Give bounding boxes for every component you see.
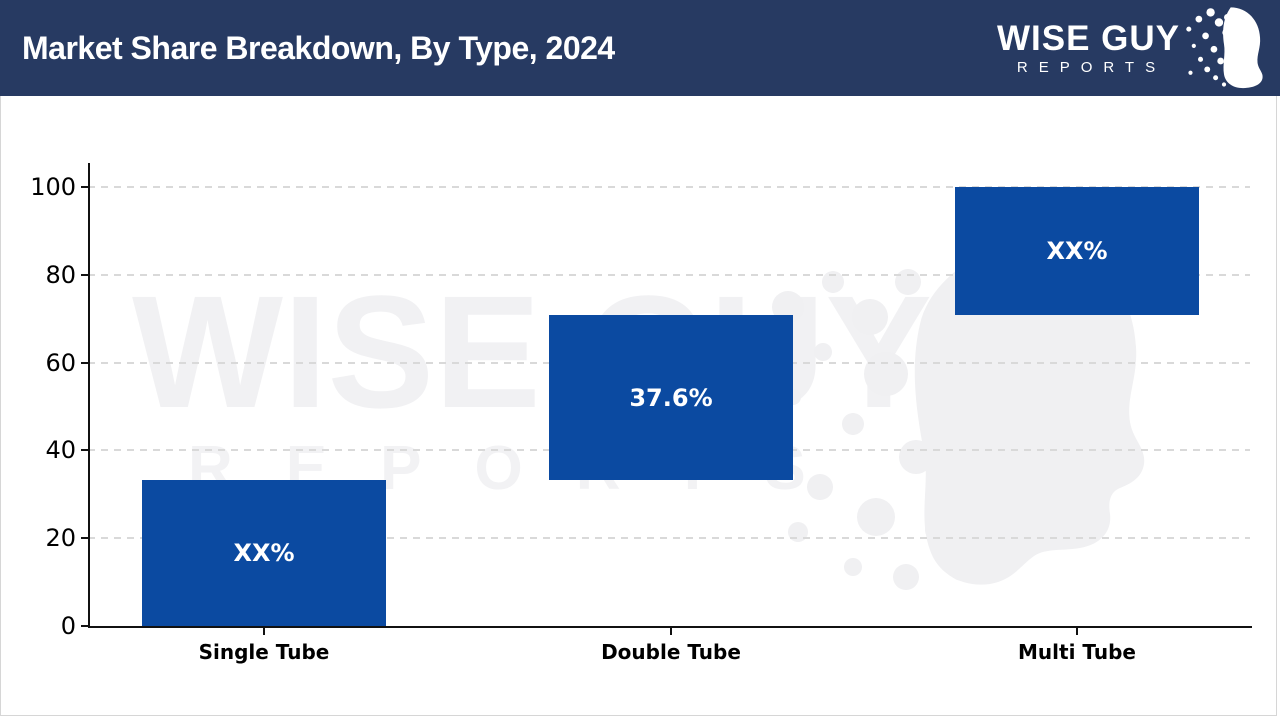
y-tick-label: 80 bbox=[45, 260, 76, 289]
header-bar: Market Share Breakdown, By Type, 2024 WI… bbox=[0, 0, 1280, 96]
y-axis-tick bbox=[81, 537, 88, 540]
bar-value-label: 37.6% bbox=[629, 383, 713, 412]
y-tick-label: 60 bbox=[45, 348, 76, 377]
logo-face-dots-icon bbox=[1186, 7, 1263, 89]
y-tick-label: 100 bbox=[30, 173, 76, 201]
y-tick-label: 40 bbox=[45, 436, 76, 465]
gridline bbox=[88, 273, 1250, 276]
x-tick-label-multi-tube: Multi Tube bbox=[1018, 640, 1136, 664]
y-axis-tick bbox=[81, 361, 88, 364]
logo-subtitle: REPORTS bbox=[1016, 59, 1167, 76]
x-tick-label-single-tube: Single Tube bbox=[198, 640, 330, 664]
canvas-frame-border bbox=[0, 96, 1277, 716]
bar-double-tube: 37.6% bbox=[549, 315, 793, 481]
y-tick-label: 20 bbox=[45, 524, 76, 553]
y-axis-tick bbox=[81, 273, 88, 276]
x-axis-tick bbox=[1076, 628, 1078, 635]
bar-value-label: XX% bbox=[1046, 237, 1108, 266]
gridline bbox=[88, 186, 1250, 188]
gridline bbox=[88, 537, 1250, 540]
wiseguy-logo: WISE GUY REPORTS bbox=[997, 0, 1266, 96]
x-axis-tick bbox=[263, 628, 265, 635]
bar-value-label: XX% bbox=[233, 539, 295, 568]
chart-title: Market Share Breakdown, By Type, 2024 bbox=[22, 29, 615, 66]
logo-text: WISE GUY REPORTS bbox=[997, 21, 1180, 75]
y-tick-label: 0 bbox=[60, 612, 76, 640]
logo-wordmark: WISE GUY bbox=[996, 19, 1180, 58]
bar-multi-tube: XX% bbox=[955, 187, 1199, 316]
y-axis-line bbox=[88, 163, 90, 628]
x-tick-label-double-tube: Double Tube bbox=[601, 640, 741, 664]
y-axis-tick bbox=[81, 449, 88, 452]
y-axis-tick bbox=[81, 625, 88, 627]
x-axis-line bbox=[88, 626, 1252, 628]
bar-single-tube: XX% bbox=[142, 480, 386, 626]
x-axis-tick bbox=[670, 628, 672, 635]
y-axis-tick bbox=[81, 186, 88, 188]
